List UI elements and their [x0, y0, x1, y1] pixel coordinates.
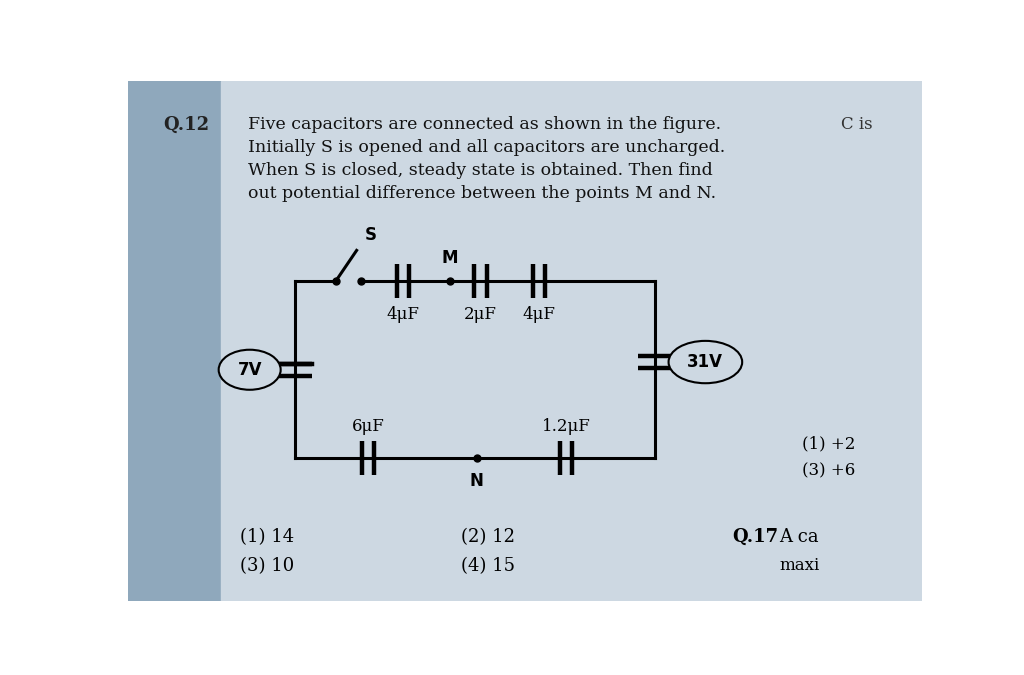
Text: (4) 15: (4) 15	[461, 557, 515, 575]
Text: maxi: maxi	[779, 557, 819, 574]
Text: S: S	[365, 226, 377, 244]
Ellipse shape	[669, 341, 742, 383]
Text: A ca: A ca	[779, 528, 818, 545]
Bar	[221, 81, 922, 601]
Text: Q.17: Q.17	[732, 528, 778, 545]
Text: Five capacitors are connected as shown in the figure.: Five capacitors are connected as shown i…	[248, 115, 721, 133]
Text: 1.2μF: 1.2μF	[542, 418, 590, 435]
Text: (3) +6: (3) +6	[802, 462, 855, 479]
Text: (3) 10: (3) 10	[241, 557, 295, 575]
Text: N: N	[470, 472, 483, 490]
Ellipse shape	[219, 350, 281, 389]
Bar	[128, 81, 221, 601]
Text: 4μF: 4μF	[522, 306, 555, 323]
Text: Q.12: Q.12	[163, 115, 209, 134]
Text: (1) 14: (1) 14	[241, 528, 295, 545]
Text: (2) 12: (2) 12	[461, 528, 515, 545]
Text: When S is closed, steady state is obtained. Then find: When S is closed, steady state is obtain…	[248, 162, 713, 179]
Text: 4μF: 4μF	[387, 306, 420, 323]
Text: C is: C is	[841, 115, 872, 133]
Text: 6μF: 6μF	[352, 418, 385, 435]
Text: 31V: 31V	[687, 353, 723, 371]
Text: out potential difference between the points M and N.: out potential difference between the poi…	[248, 185, 716, 202]
Text: 2μF: 2μF	[464, 306, 497, 323]
Text: M: M	[441, 249, 458, 267]
Text: 7V: 7V	[238, 360, 262, 379]
Text: Initially S is opened and all capacitors are uncharged.: Initially S is opened and all capacitors…	[248, 139, 725, 156]
Text: (1) +2: (1) +2	[802, 435, 856, 452]
